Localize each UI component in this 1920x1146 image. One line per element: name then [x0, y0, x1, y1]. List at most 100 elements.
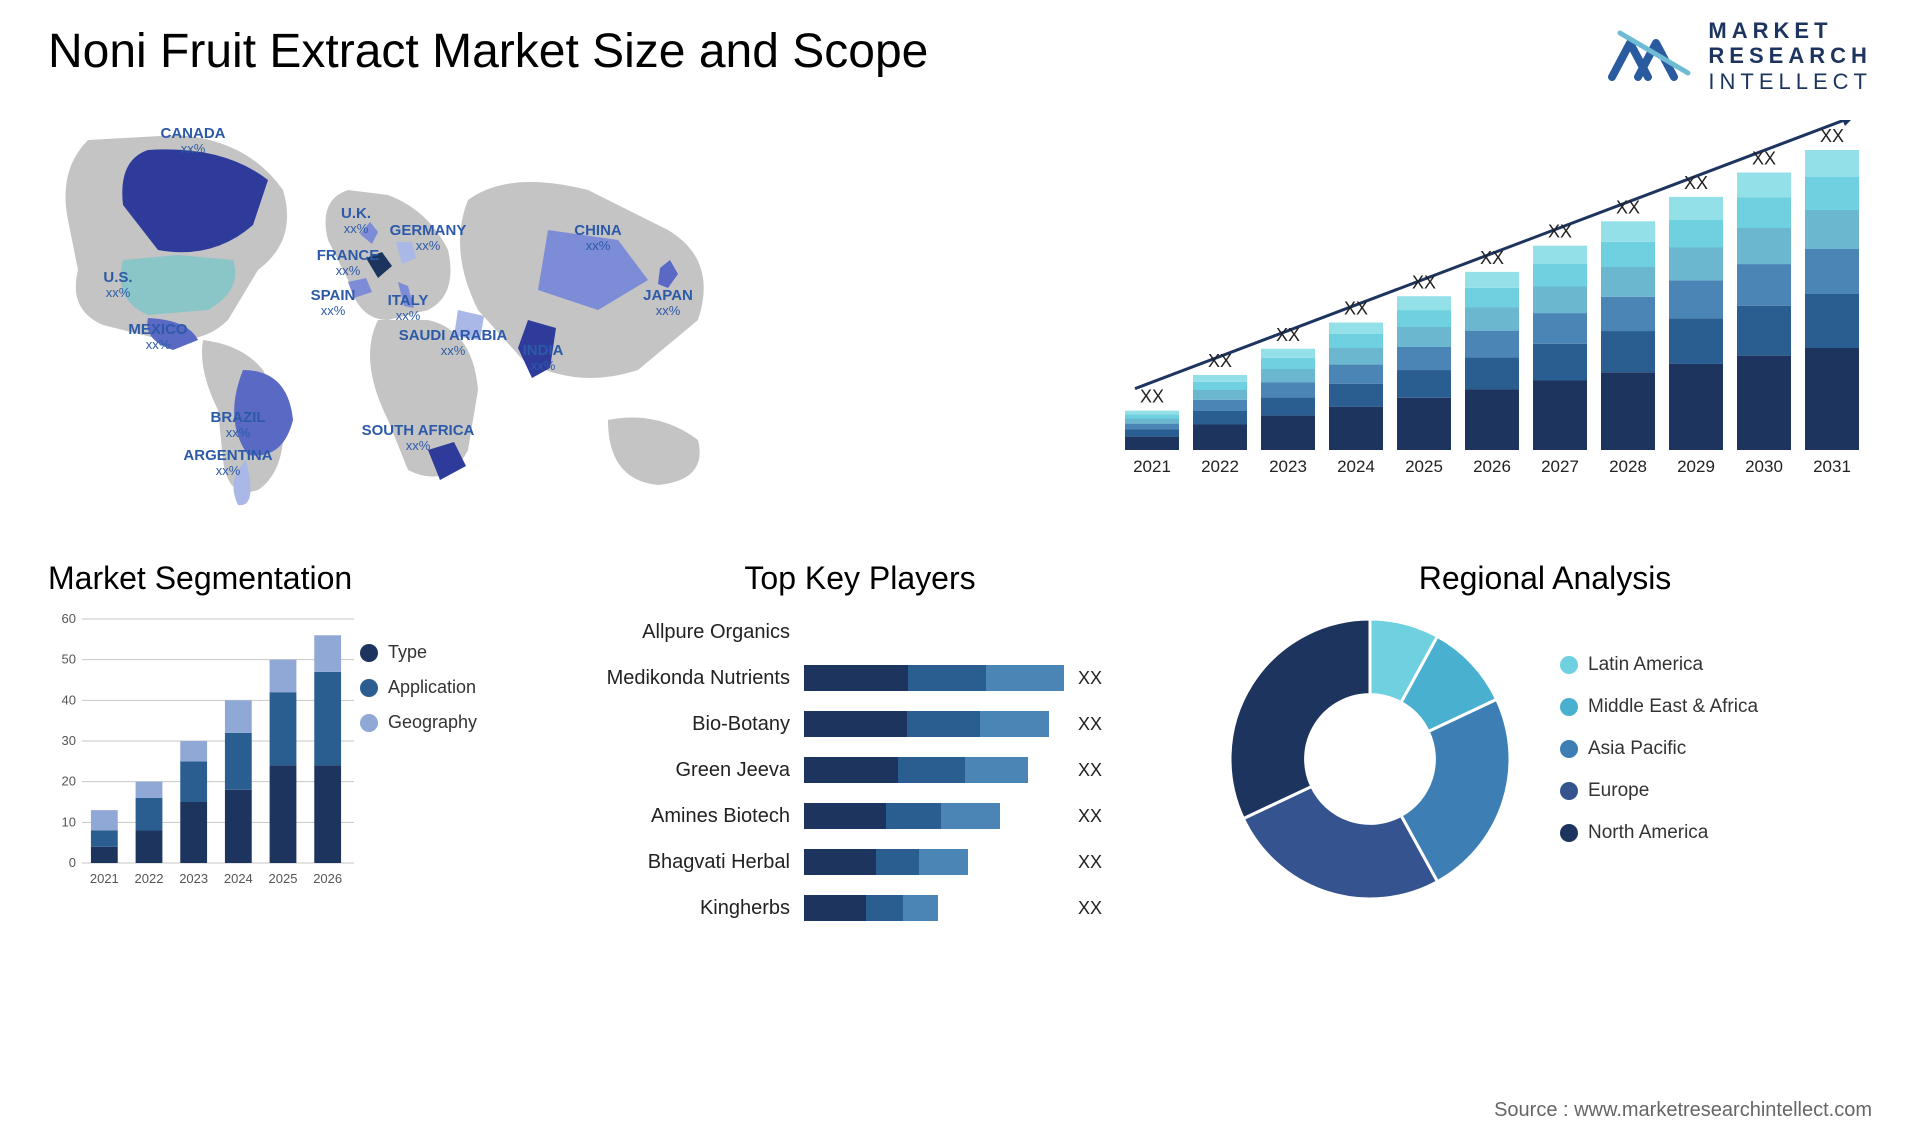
- svg-text:U.K.: U.K.: [341, 205, 371, 222]
- svg-text:XX: XX: [1344, 299, 1368, 319]
- player-bar-segment: [898, 757, 965, 783]
- player-value: XX: [1078, 714, 1102, 735]
- legend-swatch: [360, 679, 378, 697]
- svg-text:2024: 2024: [1337, 457, 1375, 476]
- svg-text:xx%: xx%: [146, 337, 171, 352]
- page-title: Noni Fruit Extract Market Size and Scope: [48, 24, 928, 79]
- regional-legend: Latin America Middle East & Africa Asia Pa…: [1560, 654, 1758, 864]
- player-bar-segment: [986, 665, 1064, 691]
- svg-text:ARGENTINA: ARGENTINA: [183, 447, 272, 464]
- player-bar-segment: [804, 757, 898, 783]
- legend-swatch: [1560, 698, 1578, 716]
- segmentation-title: Market Segmentation: [48, 560, 528, 597]
- svg-text:MEXICO: MEXICO: [128, 321, 188, 338]
- svg-text:2025: 2025: [269, 871, 298, 886]
- brand-logo: MARKET RESEARCH INTELLECT: [1608, 18, 1872, 94]
- svg-text:JAPAN: JAPAN: [643, 287, 693, 304]
- logo-text: MARKET RESEARCH INTELLECT: [1708, 18, 1872, 94]
- svg-text:2021: 2021: [1133, 457, 1171, 476]
- player-bar: [804, 757, 1064, 783]
- player-value: XX: [1078, 806, 1102, 827]
- player-name: Bio-Botany: [590, 713, 790, 736]
- svg-text:xx%: xx%: [441, 343, 466, 358]
- svg-text:XX: XX: [1208, 351, 1232, 371]
- svg-text:INDIA: INDIA: [523, 342, 564, 359]
- legend-label: Application: [388, 677, 476, 698]
- player-row: Allpure Organics: [590, 609, 1130, 655]
- svg-text:2030: 2030: [1745, 457, 1783, 476]
- player-bar-segment: [919, 849, 968, 875]
- svg-text:SOUTH AFRICA: SOUTH AFRICA: [362, 422, 475, 439]
- svg-text:xx%: xx%: [344, 221, 369, 236]
- segmentation-chart: 0102030405060202120222023202420252026: [48, 609, 358, 889]
- forecast-chart: XX2021XX2022XX2023XX2024XX2025XX2026XX20…: [1112, 120, 1872, 490]
- player-value: XX: [1078, 668, 1102, 689]
- segmentation-legend-item: Application: [360, 677, 530, 698]
- svg-text:2024: 2024: [224, 871, 253, 886]
- svg-text:30: 30: [62, 733, 76, 748]
- svg-text:ITALY: ITALY: [388, 292, 429, 309]
- svg-text:FRANCE: FRANCE: [317, 247, 380, 264]
- segmentation-legend-item: Type: [360, 642, 530, 663]
- player-bar: [804, 895, 1064, 921]
- svg-text:xx%: xx%: [396, 308, 421, 323]
- legend-swatch: [360, 714, 378, 732]
- svg-text:20: 20: [62, 774, 76, 789]
- svg-text:GERMANY: GERMANY: [390, 222, 467, 239]
- segmentation-svg: 0102030405060202120222023202420252026: [48, 609, 358, 889]
- regional-legend-item: Latin America: [1560, 654, 1758, 676]
- player-bar-segment: [941, 803, 1000, 829]
- svg-text:xx%: xx%: [336, 263, 361, 278]
- legend-label: North America: [1588, 822, 1708, 844]
- svg-text:XX: XX: [1820, 126, 1844, 146]
- regional-section: Regional Analysis Latin AmericaMiddle Ea…: [1220, 560, 1870, 909]
- svg-text:2026: 2026: [313, 871, 342, 886]
- player-bar-segment: [866, 895, 904, 921]
- player-name: Allpure Organics: [590, 621, 790, 644]
- svg-text:XX: XX: [1140, 387, 1164, 407]
- legend-label: Asia Pacific: [1588, 738, 1686, 760]
- svg-text:xx%: xx%: [656, 303, 681, 318]
- svg-text:2031: 2031: [1813, 457, 1851, 476]
- svg-text:XX: XX: [1412, 272, 1436, 292]
- players-section: Top Key Players Allpure OrganicsMedikond…: [590, 560, 1130, 931]
- player-value: XX: [1078, 852, 1102, 873]
- player-value: XX: [1078, 760, 1102, 781]
- svg-text:xx%: xx%: [416, 238, 441, 253]
- svg-text:XX: XX: [1276, 325, 1300, 345]
- svg-text:SPAIN: SPAIN: [311, 287, 356, 304]
- player-bar-segment: [903, 895, 938, 921]
- player-bar-segment: [804, 665, 908, 691]
- svg-text:60: 60: [62, 611, 76, 626]
- svg-text:xx%: xx%: [216, 463, 241, 478]
- legend-label: Middle East & Africa: [1588, 696, 1758, 718]
- player-bar-segment: [965, 757, 1028, 783]
- player-name: Bhagvati Herbal: [590, 851, 790, 874]
- regional-legend-item: North America: [1560, 822, 1758, 844]
- svg-text:2025: 2025: [1405, 457, 1443, 476]
- svg-text:2027: 2027: [1541, 457, 1579, 476]
- svg-text:xx%: xx%: [586, 238, 611, 253]
- legend-swatch: [1560, 656, 1578, 674]
- svg-text:XX: XX: [1684, 173, 1708, 193]
- player-value: XX: [1078, 898, 1102, 919]
- player-bar-segment: [907, 711, 981, 737]
- player-name: Green Jeeva: [590, 759, 790, 782]
- regional-legend-item: Asia Pacific: [1560, 738, 1758, 760]
- svg-text:xx%: xx%: [181, 141, 206, 156]
- regional-legend-item: Europe: [1560, 780, 1758, 802]
- player-row: Amines Biotech XX: [590, 793, 1130, 839]
- player-bar: [804, 849, 1064, 875]
- regional-legend-item: Middle East & Africa: [1560, 696, 1758, 718]
- player-name: Amines Biotech: [590, 805, 790, 828]
- source-label: Source : www.marketresearchintellect.com: [1494, 1099, 1872, 1122]
- svg-text:CHINA: CHINA: [574, 222, 622, 239]
- legend-label: Latin America: [1588, 654, 1703, 676]
- world-map-svg: CANADAxx%U.S.xx%MEXICOxx%BRAZILxx%ARGENT…: [48, 110, 748, 510]
- player-bar: [804, 619, 1064, 645]
- legend-label: Geography: [388, 712, 477, 733]
- svg-text:2023: 2023: [1269, 457, 1307, 476]
- svg-text:2022: 2022: [135, 871, 164, 886]
- player-bar-segment: [876, 849, 919, 875]
- player-bar: [804, 803, 1064, 829]
